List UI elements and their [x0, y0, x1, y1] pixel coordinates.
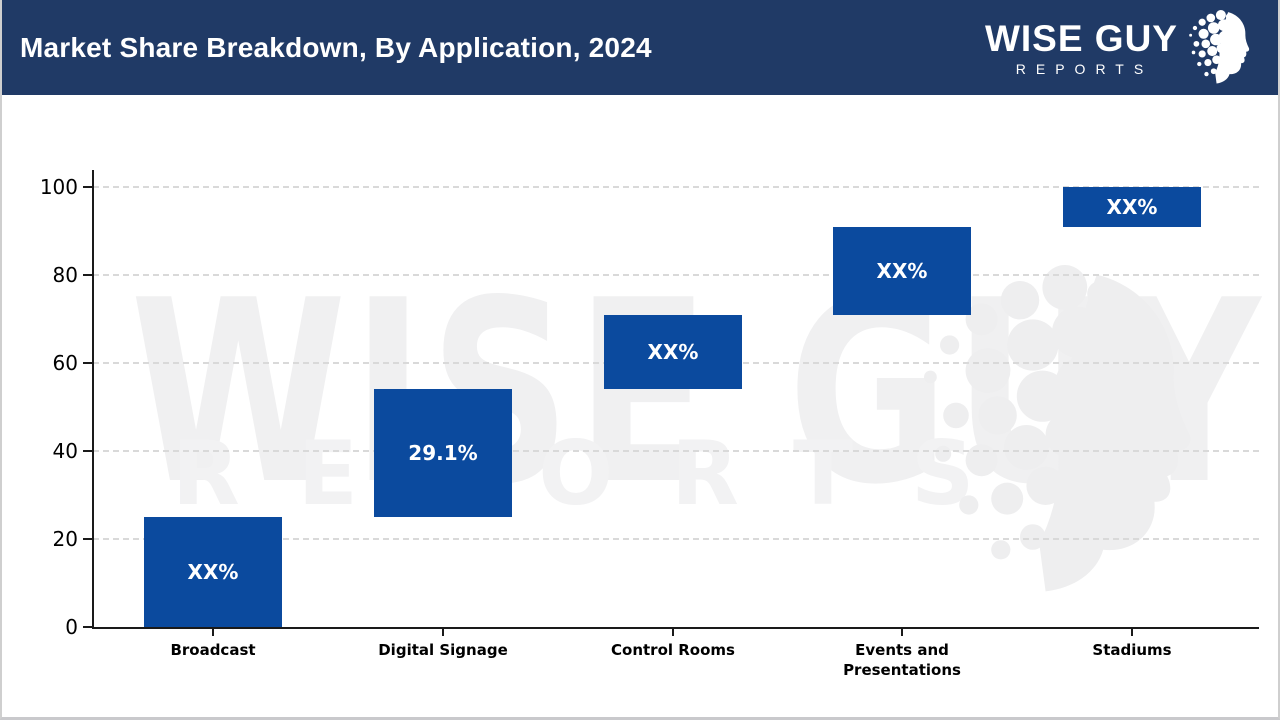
bar-digital-signage: 29.1%: [374, 388, 512, 517]
bar-value-label: 29.1%: [408, 440, 478, 465]
page-title: Market Share Breakdown, By Application, …: [20, 31, 652, 63]
y-tick-label-40: 40: [52, 438, 78, 463]
y-tick-20: [83, 537, 92, 540]
y-axis-line: [92, 170, 94, 629]
x-tick-1: [442, 629, 444, 636]
y-tick-label-80: 80: [52, 262, 78, 287]
gridline-100: [93, 185, 1259, 188]
header-bar: Market Share Breakdown, By Application, …: [2, 0, 1278, 95]
y-tick-40: [83, 449, 92, 452]
x-tick-label-2: Control Rooms: [611, 641, 735, 659]
y-tick-60: [83, 361, 92, 364]
x-axis-line: [92, 627, 1259, 629]
y-tick-label-60: 60: [52, 350, 78, 375]
y-tick-100: [83, 185, 92, 188]
y-tick-label-20: 20: [52, 526, 78, 551]
bar-value-label: XX%: [187, 559, 239, 584]
gridline-40: [93, 449, 1259, 452]
bar-stadiums: XX%: [1063, 186, 1201, 227]
y-tick-0: [83, 626, 92, 628]
bar-value-label: XX%: [647, 339, 699, 364]
wise-guy-reports-logo: WISE GUY REPORTS: [985, 6, 1254, 90]
x-tick-label-0: Broadcast: [170, 641, 256, 659]
gridline-20: [93, 537, 1259, 540]
bar-events-and-presentations: XX%: [833, 226, 971, 315]
bar-broadcast: XX%: [144, 516, 282, 627]
x-tick-label-4: Stadiums: [1092, 641, 1172, 659]
x-tick-3: [901, 629, 903, 636]
bar-value-label: XX%: [1106, 194, 1158, 219]
bar-value-label: XX%: [876, 258, 928, 283]
y-tick-label-100: 100: [39, 174, 78, 199]
dotted-head-logo-icon: [1182, 6, 1254, 90]
y-tick-label-0: 0: [65, 615, 78, 639]
x-tick-label-1: Digital Signage: [378, 641, 508, 659]
x-tick-0: [212, 629, 214, 636]
logo-wordmark: WISE GUY: [984, 17, 1178, 59]
x-tick-label-3: Events and Presentations: [843, 641, 961, 679]
gridline-80: [93, 273, 1259, 276]
x-tick-2: [672, 629, 674, 636]
bar-control-rooms: XX%: [604, 314, 742, 389]
logo-subtitle: REPORTS: [1015, 60, 1154, 77]
logo-text: WISE GUY REPORTS: [985, 20, 1178, 76]
y-tick-80: [83, 273, 92, 276]
x-tick-4: [1131, 629, 1133, 636]
